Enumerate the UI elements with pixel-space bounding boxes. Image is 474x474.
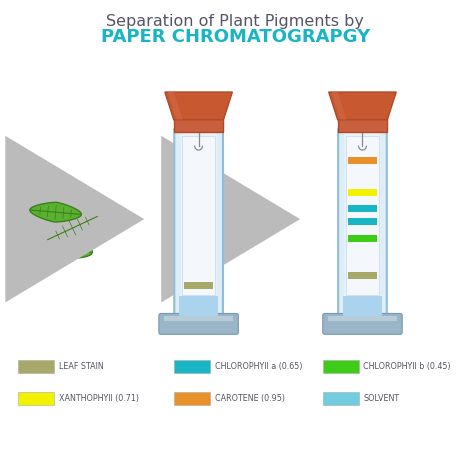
Polygon shape [328,92,396,120]
Polygon shape [332,92,346,120]
Text: CAROTENE (0.95): CAROTENE (0.95) [215,394,284,403]
FancyBboxPatch shape [159,313,238,334]
Text: PAPER CHROMATOGRAPGY: PAPER CHROMATOGRAPGY [101,28,370,46]
Bar [346,136,379,295]
Bar [348,235,377,242]
Text: SOLVENT: SOLVENT [364,394,400,403]
Text: Separation of Plant Pigments by: Separation of Plant Pigments by [107,14,365,28]
FancyBboxPatch shape [338,128,387,320]
Polygon shape [174,118,223,132]
Text: CHLOROPHYII a (0.65): CHLOROPHYII a (0.65) [215,362,302,371]
Bar [328,317,397,321]
Bar [174,360,210,373]
Text: CHLOROPHYII b (0.45): CHLOROPHYII b (0.45) [364,362,451,371]
Bar [348,205,377,212]
FancyBboxPatch shape [323,313,402,334]
Text: XANTHOPHYII (0.71): XANTHOPHYII (0.71) [59,394,138,403]
Text: LEAF STAIN: LEAF STAIN [59,362,103,371]
Polygon shape [168,92,182,120]
Bar [18,392,54,405]
Polygon shape [27,229,92,258]
Polygon shape [165,92,232,120]
Bar [174,392,210,405]
Polygon shape [47,214,98,242]
Bar [179,296,219,317]
Bar [348,272,377,279]
FancyBboxPatch shape [174,128,223,320]
Bar [164,317,233,321]
Bar [348,189,377,196]
Bar [348,157,377,164]
FancyBboxPatch shape [181,131,217,318]
Bar [343,296,383,317]
Bar [182,136,215,295]
Bar [184,282,213,289]
Polygon shape [337,118,387,132]
FancyBboxPatch shape [344,131,381,318]
Bar [323,360,358,373]
Bar [323,392,358,405]
Bar [348,218,377,225]
Polygon shape [30,202,82,222]
Bar [18,360,54,373]
